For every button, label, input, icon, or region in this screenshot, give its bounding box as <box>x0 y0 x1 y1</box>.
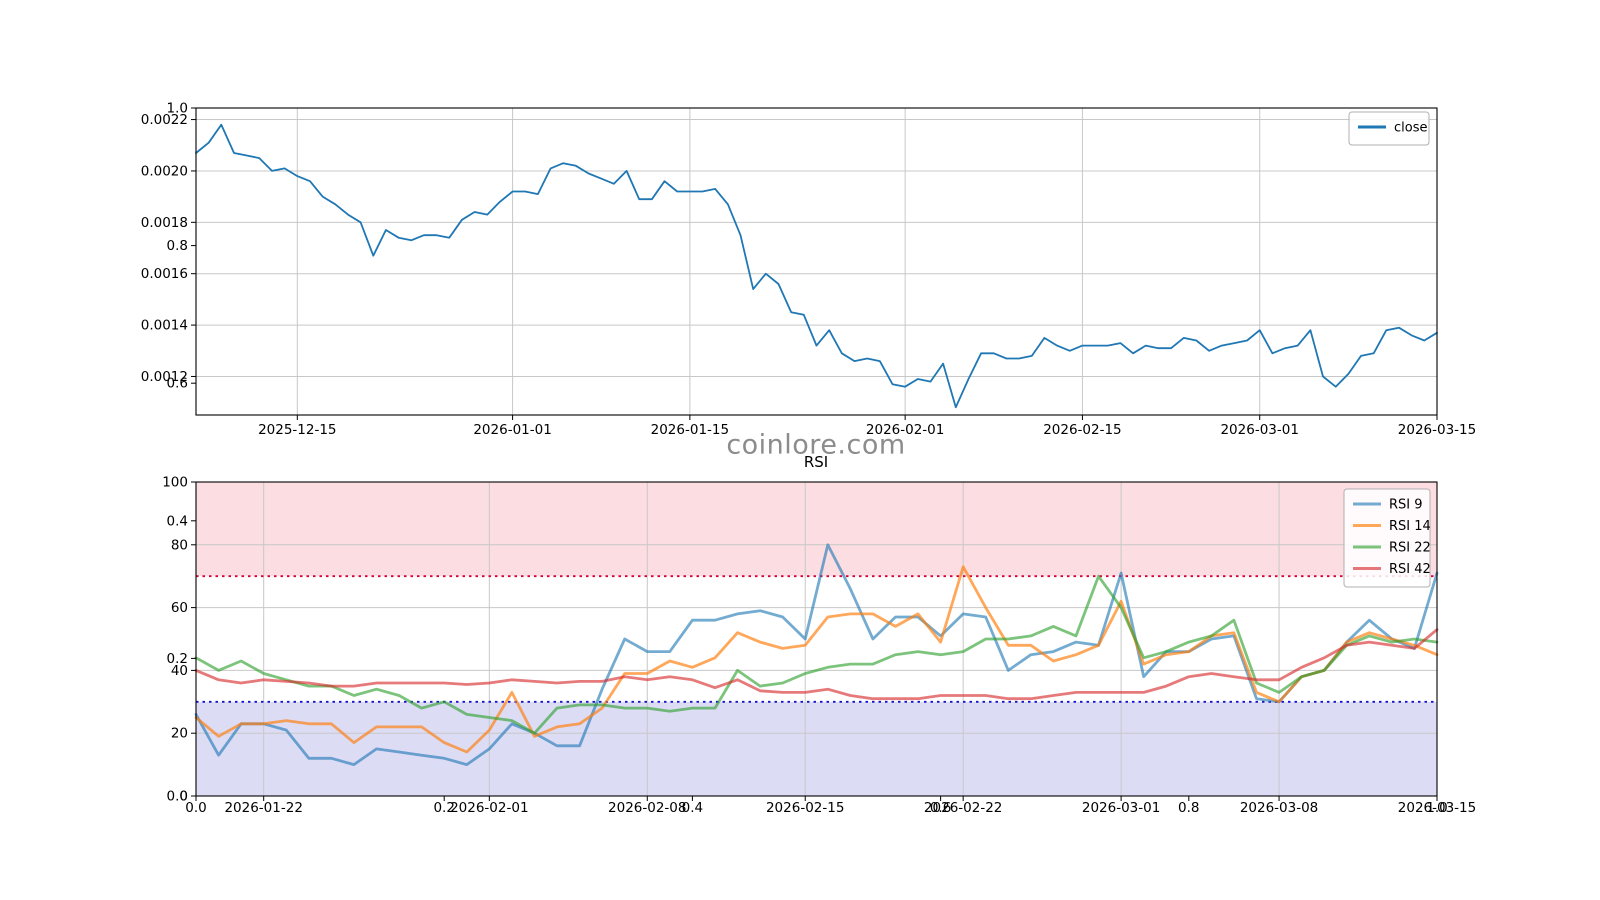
x-tick-label: 2026-02-01 <box>866 422 944 438</box>
legend-label: RSI 14 <box>1389 519 1431 534</box>
y-tick-label: 40 <box>171 663 188 679</box>
legend-label: RSI 9 <box>1389 498 1423 513</box>
legend-label: RSI 22 <box>1389 541 1431 556</box>
hidden-y-label: 1.0 <box>167 101 188 117</box>
rsi-panel-title: RSI <box>803 453 829 471</box>
y-tick-label: 60 <box>171 600 188 616</box>
x-tick-label: 2026-02-08 <box>608 800 686 816</box>
hidden-x-label: 0.8 <box>1178 800 1199 816</box>
hidden-y-label: 0.8 <box>167 238 188 254</box>
axes-frame <box>195 481 1438 797</box>
x-tick-label: 2025-12-15 <box>258 422 336 438</box>
x-tick-label: 2026-03-15 <box>1398 800 1476 816</box>
x-tick-label: 2026-01-01 <box>473 422 551 438</box>
x-tick-label: 2026-01-15 <box>651 422 729 438</box>
rsi-legend <box>1343 488 1431 588</box>
y-tick-label: 100 <box>162 475 188 491</box>
x-tick-label: 2026-03-08 <box>1240 800 1318 816</box>
series-rsi-22 <box>194 574 1439 735</box>
hidden-x-label: 0.4 <box>682 800 703 816</box>
hidden-x-label: 1.0 <box>1426 800 1447 816</box>
x-tick-label: 2026-03-01 <box>1082 800 1160 816</box>
y-tick-label: 0.0020 <box>141 163 188 179</box>
hidden-x-label: 0.2 <box>433 800 454 816</box>
oversold-band <box>196 701 1437 796</box>
hidden-y-label: 0.4 <box>167 513 188 529</box>
x-tick-label: 2026-03-15 <box>1398 422 1476 438</box>
hidden-x-label: 0.6 <box>930 800 951 816</box>
y-tick-label: 20 <box>171 726 188 742</box>
y-tick-label: 80 <box>171 537 188 553</box>
y-tick-label: 0.0018 <box>141 215 188 231</box>
hidden-y-label: 0.0 <box>167 789 188 805</box>
y-tick-label: 0.0012 <box>141 369 188 385</box>
legend-label: RSI 42 <box>1389 562 1431 577</box>
y-tick-label: 0 <box>179 789 188 805</box>
series-close <box>195 123 1438 409</box>
x-tick-label: 2026-02-01 <box>450 800 528 816</box>
hidden-x-label: 0.0 <box>185 800 206 816</box>
hidden-y-label: 0.6 <box>167 376 188 392</box>
legend-label: close <box>1394 121 1427 136</box>
x-tick-label: 2026-02-15 <box>1043 422 1121 438</box>
price-legend <box>1348 111 1430 146</box>
watermark: coinlore.com <box>726 429 906 461</box>
axes-frame <box>195 107 1438 416</box>
x-tick-label: 2026-03-01 <box>1220 422 1298 438</box>
series-rsi-14 <box>194 565 1439 754</box>
series-rsi-9 <box>194 543 1439 766</box>
y-tick-label: 0.0014 <box>141 318 188 334</box>
x-tick-label: 2026-02-15 <box>766 800 844 816</box>
series-rsi-42 <box>194 628 1439 701</box>
y-tick-label: 0.0016 <box>141 266 188 282</box>
y-tick-label: 0.0022 <box>141 112 188 128</box>
hidden-y-label: 0.2 <box>167 651 188 667</box>
x-tick-label: 2026-01-22 <box>224 800 302 816</box>
overbought-band <box>196 482 1437 577</box>
x-tick-label: 2026-02-22 <box>924 800 1002 816</box>
